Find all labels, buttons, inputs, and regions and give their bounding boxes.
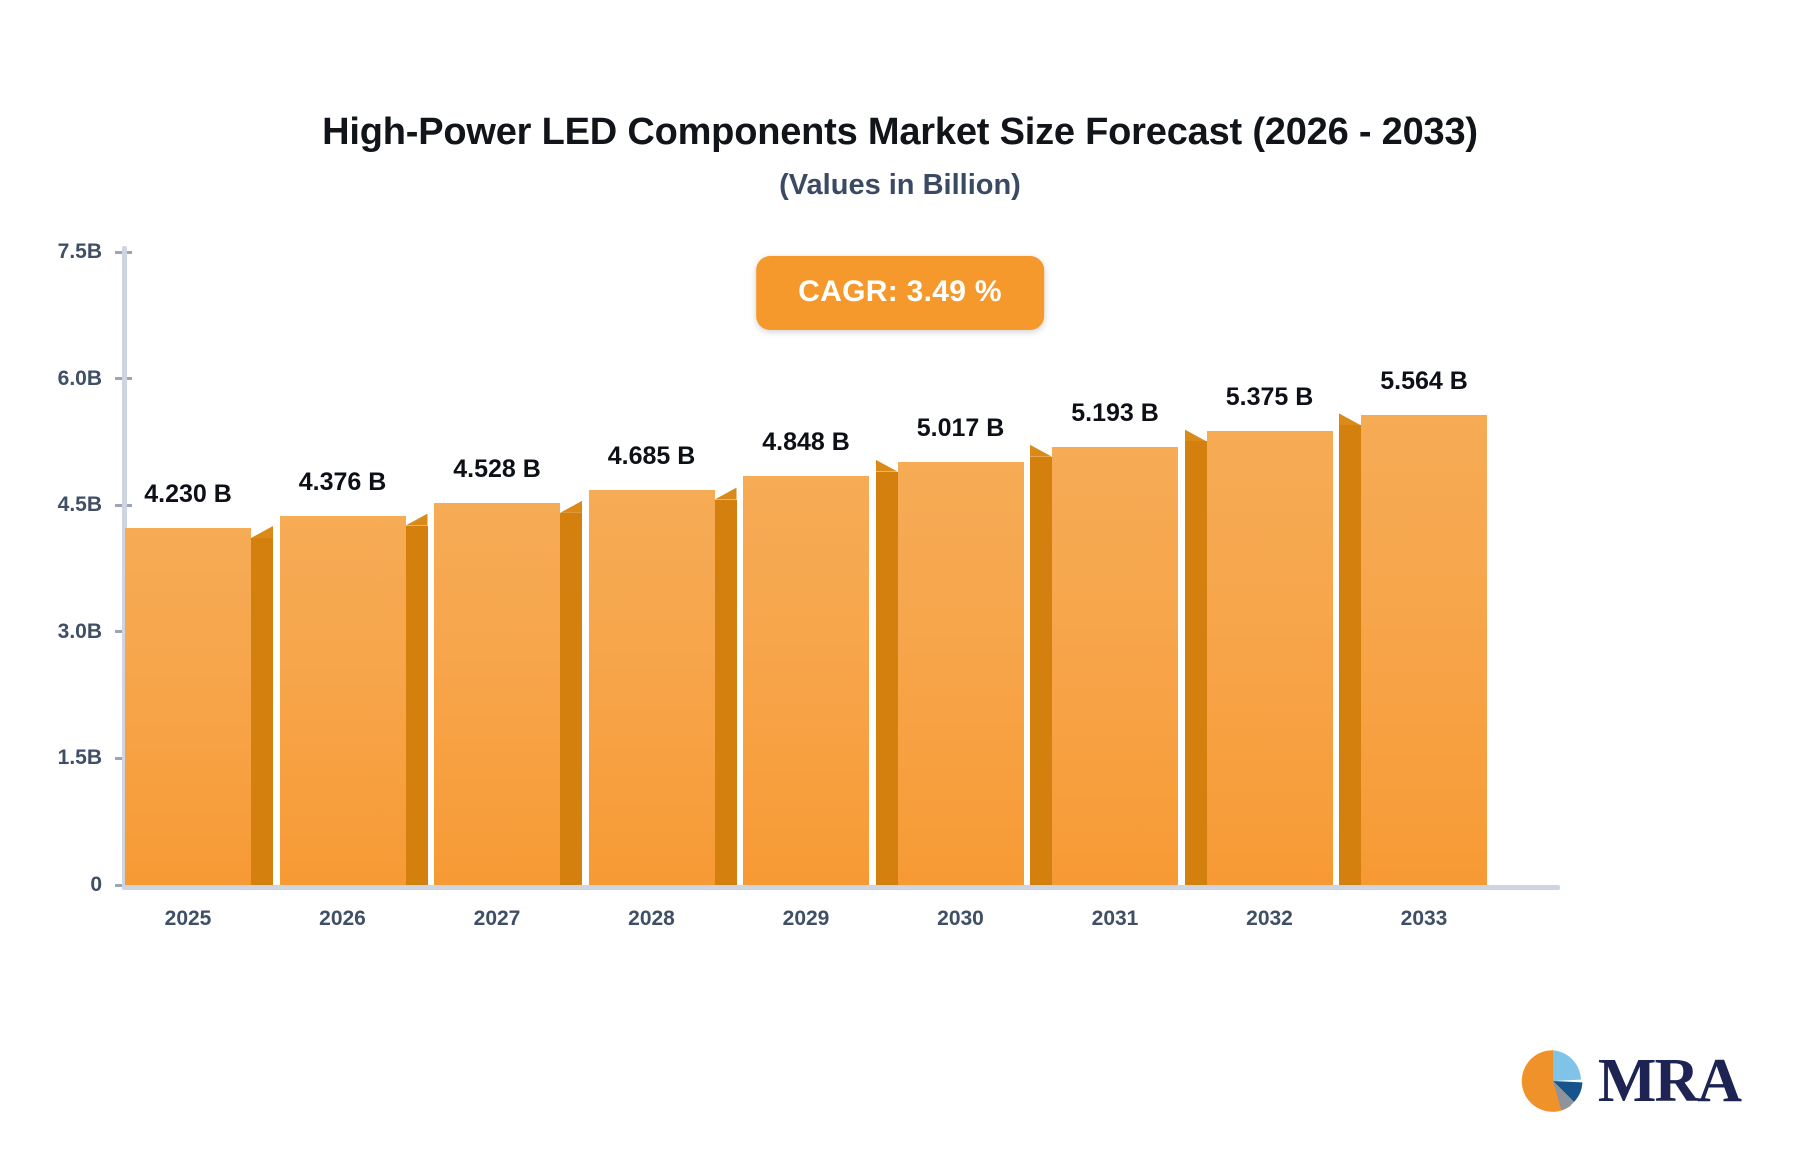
y-axis-tick-label: 7.5B bbox=[57, 240, 102, 263]
bar-value-label: 5.375 B bbox=[1225, 383, 1314, 412]
bar-side-face bbox=[560, 512, 582, 885]
bar-side-face bbox=[714, 499, 737, 885]
y-axis-line bbox=[122, 246, 127, 889]
bar-value-label: 5.193 B bbox=[1071, 398, 1159, 427]
bar-front-face bbox=[588, 489, 715, 885]
x-axis-tick-label: 2028 bbox=[628, 907, 675, 930]
bar-value-label: 4.685 B bbox=[607, 441, 696, 470]
bar-front-face bbox=[279, 515, 406, 885]
bar-top-face bbox=[875, 459, 898, 472]
bar-top-face bbox=[1339, 413, 1361, 426]
x-axis-tick-label: 2030 bbox=[937, 907, 984, 930]
x-axis-tick-label: 2031 bbox=[1091, 907, 1139, 930]
cagr-badge: CAGR: 3.49 % bbox=[756, 256, 1044, 330]
bar-side-face bbox=[405, 525, 428, 885]
bar-front-face bbox=[434, 502, 560, 885]
y-axis-tick-label: 4.5B bbox=[57, 493, 102, 517]
bar-group[interactable] bbox=[875, 459, 1024, 885]
bar-group[interactable] bbox=[279, 513, 428, 885]
bar-front-face bbox=[897, 461, 1024, 885]
x-axis-tick-label: 2029 bbox=[782, 907, 830, 930]
y-axis-tick-label: 1.5B bbox=[57, 746, 102, 770]
y-axis-tick-label: 3.0B bbox=[57, 619, 102, 643]
x-axis-tick-label: 2026 bbox=[319, 907, 366, 930]
mra-logo: MRA bbox=[1518, 1046, 1742, 1116]
bar-side-face bbox=[1339, 425, 1361, 885]
logo-text: MRA bbox=[1597, 1047, 1742, 1115]
bar-top-face bbox=[251, 526, 273, 538]
bar-group[interactable] bbox=[743, 475, 869, 885]
bar-front-face bbox=[1052, 446, 1178, 885]
bar-group[interactable] bbox=[1184, 429, 1333, 885]
bar-group[interactable] bbox=[1339, 413, 1487, 885]
bar-top-face bbox=[1030, 444, 1052, 457]
bar-front-face bbox=[125, 528, 251, 885]
bar-side-face bbox=[875, 471, 898, 885]
bar-top-face bbox=[405, 513, 428, 526]
x-axis-tick-label: 2025 bbox=[164, 907, 212, 930]
bar-value-label: 4.376 B bbox=[298, 467, 387, 496]
bar-top-face bbox=[560, 500, 582, 513]
bar-value-label: 4.230 B bbox=[144, 479, 232, 508]
bar-value-label: 5.017 B bbox=[916, 413, 1005, 442]
bar-group[interactable] bbox=[588, 487, 737, 885]
bar-group[interactable] bbox=[434, 500, 582, 885]
x-axis-tick-label: 2032 bbox=[1246, 907, 1293, 930]
bar-top-face bbox=[1184, 429, 1207, 442]
bar-side-face bbox=[1184, 441, 1207, 885]
bar-side-face bbox=[251, 538, 273, 885]
bar-front-face bbox=[1361, 415, 1487, 885]
bar-group[interactable] bbox=[1030, 444, 1178, 885]
bar-group[interactable] bbox=[125, 526, 273, 885]
bar-side-face bbox=[1030, 456, 1052, 885]
bar-top-face bbox=[714, 487, 737, 500]
x-axis-tick-label: 2033 bbox=[1400, 907, 1448, 930]
pie-chart-icon bbox=[1521, 1050, 1583, 1112]
y-axis-tick-label: 0 bbox=[90, 873, 102, 896]
x-axis-line bbox=[122, 885, 1560, 890]
bar-value-label: 4.528 B bbox=[453, 454, 541, 483]
bar-value-label: 4.848 B bbox=[762, 427, 850, 456]
bar-front-face bbox=[1206, 431, 1333, 885]
bar-value-label: 5.564 B bbox=[1380, 367, 1468, 396]
y-axis-tick-label: 6.0B bbox=[57, 366, 102, 390]
bar-front-face bbox=[743, 475, 869, 885]
x-axis-tick-label: 2027 bbox=[473, 907, 521, 930]
